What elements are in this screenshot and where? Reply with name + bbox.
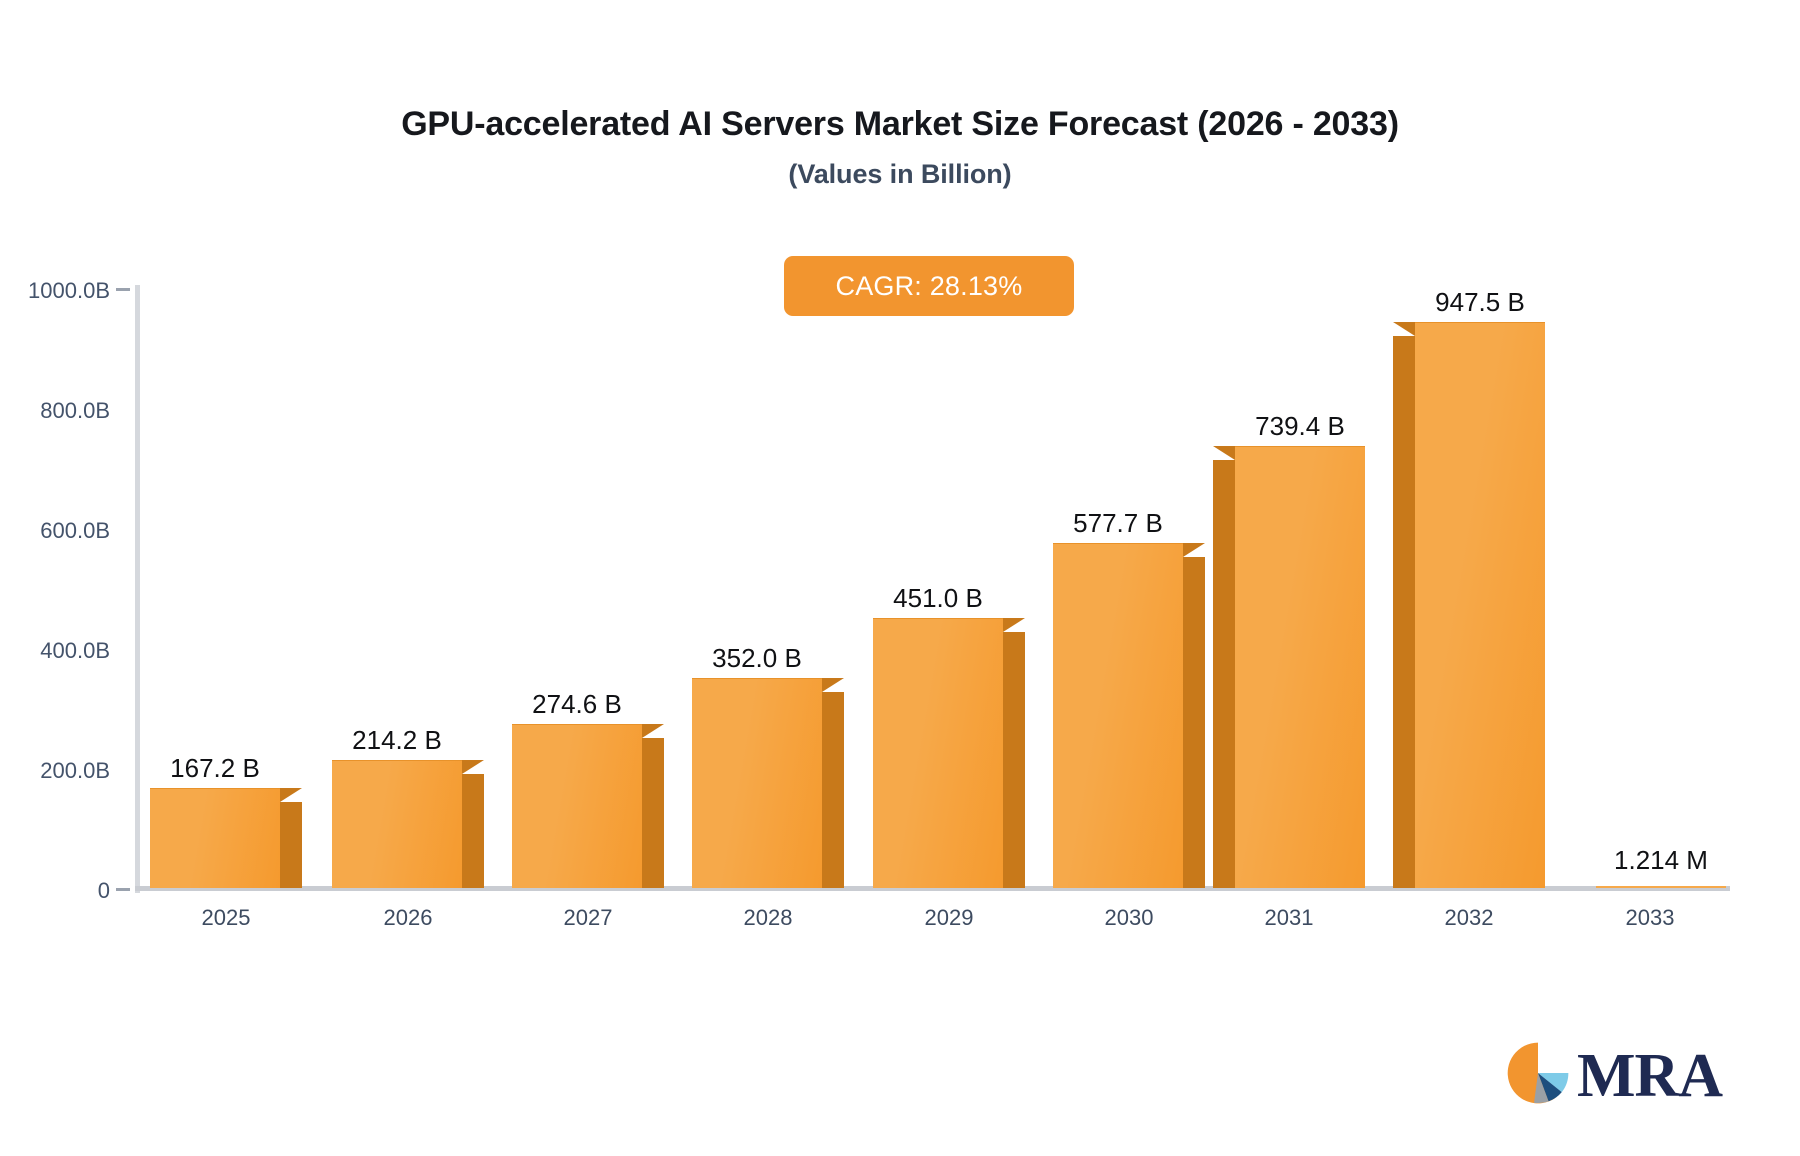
bar-side-face [1213, 446, 1235, 888]
bar-2028[interactable]: 352.0 B [692, 643, 844, 888]
y-tick-label: 600.0B [40, 518, 110, 543]
bar-front-face [512, 724, 642, 888]
bar-value-label: 577.7 B [1073, 508, 1163, 538]
bar-2031[interactable]: 739.4 B [1213, 411, 1365, 888]
bar-front-face [150, 788, 280, 888]
x-tick-label-2031: 2031 [1264, 905, 1314, 930]
bar-value-label: 1.214 M [1614, 845, 1708, 875]
bar-2030[interactable]: 577.7 B [1053, 508, 1205, 888]
bar-2026[interactable]: 214.2 B [332, 725, 484, 888]
x-tick-label-2026: 2026 [383, 905, 433, 930]
logo-wordmark: MRA [1577, 1041, 1723, 1110]
bar-2033[interactable]: 1.214 M [1596, 845, 1726, 888]
y-tick-label: 0 [97, 878, 110, 903]
bar-side-face [822, 678, 844, 888]
y-tick-dash-1000 [116, 288, 130, 291]
x-tick-label-2028: 2028 [743, 905, 793, 930]
bar-front-face [1053, 543, 1183, 888]
y-tick-label: 800.0B [40, 398, 110, 423]
bar-side-cap [1213, 446, 1235, 460]
y-tick-dash-0 [116, 888, 130, 891]
bar-side-cap [822, 678, 844, 692]
x-tick-label-2027: 2027 [563, 905, 613, 930]
bar-front-face [1596, 886, 1726, 888]
bar-front-face [1235, 446, 1365, 888]
bar-side-cap [1183, 543, 1205, 557]
x-axis-baseline [135, 886, 1730, 891]
x-tick-label-2033: 2033 [1625, 905, 1675, 930]
x-tick-label-2029: 2029 [924, 905, 974, 930]
y-tick-label: 400.0B [40, 638, 110, 663]
bar-side-face [1393, 322, 1415, 888]
bar-side-cap [280, 788, 302, 802]
bar-2027[interactable]: 274.6 B [512, 689, 664, 888]
y-tick-label: 200.0B [40, 758, 110, 783]
bar-side-cap [1393, 322, 1415, 336]
bar-value-label: 352.0 B [712, 643, 802, 673]
y-axis-line [135, 285, 140, 893]
chart-subtitle: (Values in Billion) [788, 159, 1012, 190]
bar-side-cap [642, 724, 664, 738]
bar-value-label: 739.4 B [1255, 411, 1345, 441]
bar-side-face [280, 788, 302, 888]
cagr-badge-label: CAGR: 28.13% [835, 270, 1023, 301]
bar-2029[interactable]: 451.0 B [873, 583, 1025, 888]
pie-chart-icon [1505, 1040, 1571, 1111]
bar-side-face [1183, 543, 1205, 888]
y-tick-label: 1000.0B [28, 278, 110, 303]
bar-front-face [332, 760, 462, 888]
x-tick-label-2030: 2030 [1104, 905, 1154, 930]
x-tick-label-2032: 2032 [1444, 905, 1494, 930]
bar-value-label: 947.5 B [1435, 287, 1525, 317]
bar-front-face [1415, 322, 1545, 888]
cagr-badge: CAGR: 28.13% [784, 256, 1074, 316]
bar-value-label: 274.6 B [532, 689, 622, 719]
bar-front-face [873, 618, 1003, 888]
title-block: GPU-accelerated AI Servers Market Size F… [0, 105, 1800, 190]
bar-side-face [642, 724, 664, 888]
bar-side-face [462, 760, 484, 888]
bar-value-label: 214.2 B [352, 725, 442, 755]
bar-value-label: 451.0 B [893, 583, 983, 613]
bar-side-face [1003, 618, 1025, 888]
page-title: GPU-accelerated AI Servers Market Size F… [401, 105, 1399, 143]
bar-front-face [692, 678, 822, 888]
bar-2032[interactable]: 947.5 B [1393, 287, 1545, 888]
bar-value-label: 167.2 B [170, 753, 260, 783]
bar-2025[interactable]: 167.2 B [150, 753, 302, 888]
bar-side-cap [1003, 618, 1025, 632]
brand-logo: MRA [1505, 1040, 1723, 1111]
bar-side-cap [462, 760, 484, 774]
x-tick-label-2025: 2025 [201, 905, 251, 930]
